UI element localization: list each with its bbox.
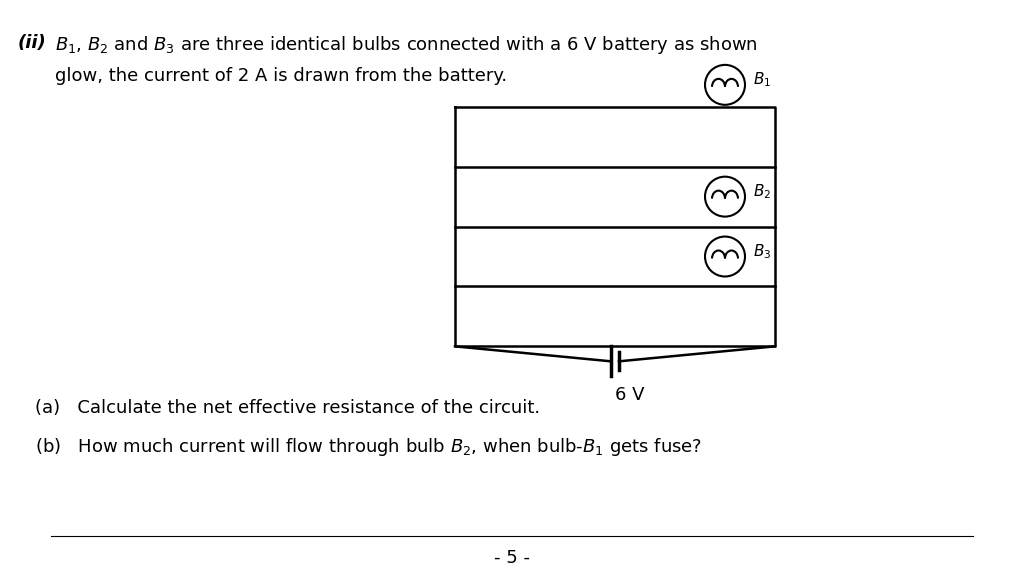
- Text: 6 V: 6 V: [615, 386, 645, 404]
- Text: glow, the current of 2 A is drawn from the battery.: glow, the current of 2 A is drawn from t…: [55, 67, 507, 85]
- Text: $B_1$: $B_1$: [753, 70, 771, 89]
- Text: (ii): (ii): [18, 34, 47, 52]
- Text: $B_1$, $B_2$ and $B_3$ are three identical bulbs connected with a 6 V battery as: $B_1$, $B_2$ and $B_3$ are three identic…: [55, 34, 758, 56]
- Text: $B_2$: $B_2$: [753, 182, 771, 201]
- Text: (a)   Calculate the net effective resistance of the circuit.: (a) Calculate the net effective resistan…: [35, 399, 540, 417]
- Text: (b)   How much current will flow through bulb $B_2$, when bulb-$B_1$ gets fuse?: (b) How much current will flow through b…: [35, 436, 702, 458]
- Text: - 5 -: - 5 -: [494, 549, 530, 567]
- Text: $B_3$: $B_3$: [753, 242, 771, 261]
